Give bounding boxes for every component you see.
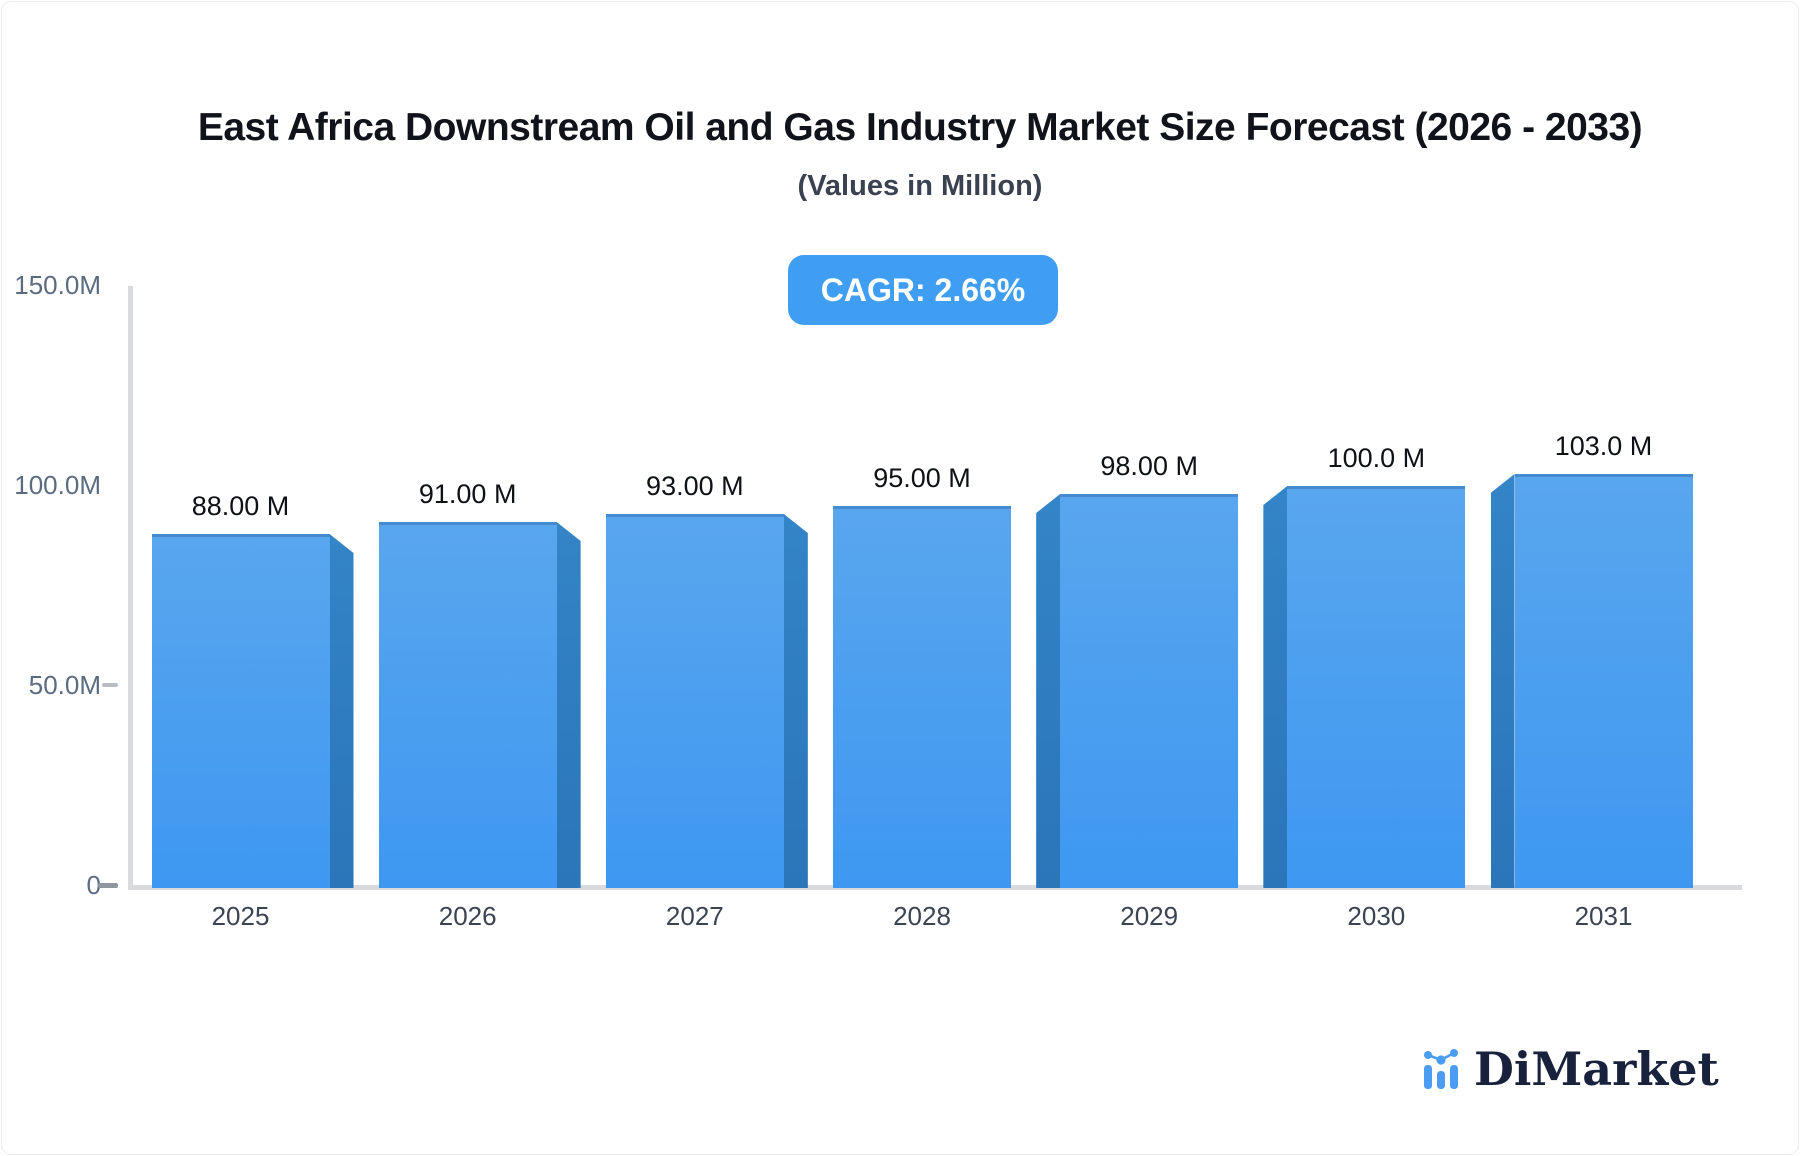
bar-value-label-2025: 88.00 M xyxy=(191,491,290,521)
cagr-badge-label: CAGR: 2.66% xyxy=(820,271,1026,308)
bar-2025[interactable] xyxy=(151,534,330,888)
y-axis-tick-label: 100.0M xyxy=(14,470,101,500)
x-axis-label-2025: 2025 xyxy=(211,901,270,931)
bar-value-label-2029: 98.00 M xyxy=(1100,451,1198,481)
bar-3d-side-2025 xyxy=(329,534,354,888)
chart-subtitle: (Values in Million) xyxy=(797,170,1043,202)
bar-3d-side-2026 xyxy=(556,522,581,888)
y-axis-tick-mark xyxy=(98,883,118,888)
bar-3d-side-2029 xyxy=(1036,494,1061,888)
bar-value-label-2031: 103.0 M xyxy=(1554,431,1653,461)
bar-value-label-2028: 95.00 M xyxy=(873,463,971,493)
x-axis-label-2027: 2027 xyxy=(665,901,724,931)
y-axis-tick-label: 0 xyxy=(86,870,101,900)
x-axis-label-2028: 2028 xyxy=(893,901,951,931)
x-axis-label-2030: 2030 xyxy=(1347,901,1406,931)
bar-value-label-2027: 93.00 M xyxy=(646,471,744,501)
brand-logo: DiMarket xyxy=(1424,1042,1719,1096)
bar-chart-logo-icon xyxy=(1424,1049,1458,1089)
brand-logo-text: DiMarket xyxy=(1474,1042,1719,1096)
bar-2027[interactable] xyxy=(605,514,784,888)
bar-3d-side-2027 xyxy=(783,514,808,888)
bar-3d-side-2030 xyxy=(1263,486,1288,888)
cagr-badge: CAGR: 2.66% xyxy=(788,255,1058,325)
bar-2028[interactable] xyxy=(833,506,1011,888)
bar-3d-side-2031 xyxy=(1490,474,1515,888)
x-axis-label-2026: 2026 xyxy=(438,901,497,931)
bar-2031[interactable] xyxy=(1514,474,1693,888)
bar-2029[interactable] xyxy=(1060,494,1239,888)
y-axis-tick-label: 50.0M xyxy=(28,670,101,700)
y-axis-tick-label: 150.0M xyxy=(14,270,101,300)
bar-2026[interactable] xyxy=(378,522,557,888)
bar-value-label-2026: 91.00 M xyxy=(418,479,517,509)
chart-title: East Africa Downstream Oil and Gas Indus… xyxy=(197,106,1643,149)
x-axis-label-2031: 2031 xyxy=(1574,901,1633,931)
y-axis-line xyxy=(128,286,133,889)
bar-2030[interactable] xyxy=(1287,486,1466,888)
x-axis-label-2029: 2029 xyxy=(1120,901,1179,931)
bar-value-label-2030: 100.0 M xyxy=(1327,443,1426,473)
y-axis-tick-mark xyxy=(102,683,118,687)
